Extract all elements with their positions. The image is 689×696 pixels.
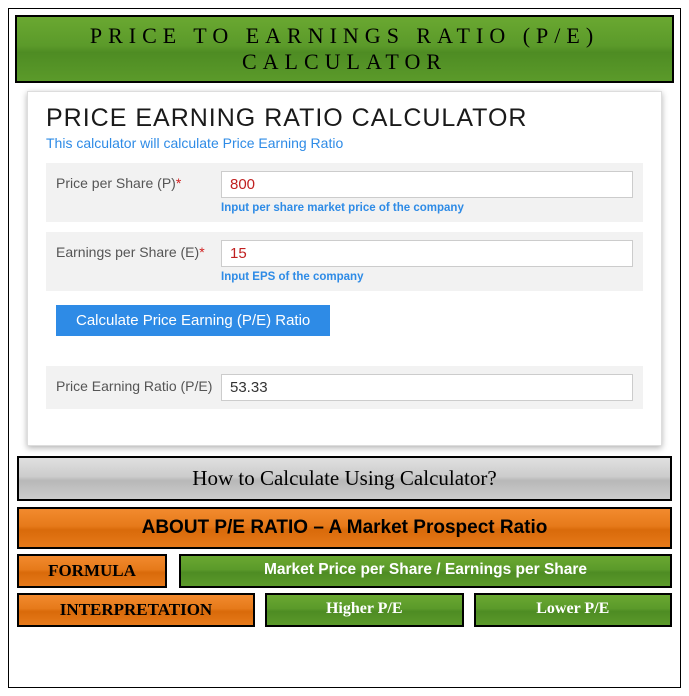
page-frame: PRICE TO EARNINGS RATIO (P/E) CALCULATOR… <box>8 8 681 688</box>
price-hint: Input per share market price of the comp… <box>221 202 633 214</box>
eps-label-text: Earnings per Share (E) <box>56 244 199 260</box>
lower-pe-label: Lower P/E <box>536 600 609 617</box>
higher-pe-box[interactable]: Higher P/E <box>265 593 464 627</box>
result-output <box>221 374 633 401</box>
howto-box[interactable]: How to Calculate Using Calculator? <box>17 456 672 501</box>
formula-value: Market Price per Share / Earnings per Sh… <box>264 561 587 578</box>
eps-hint: Input EPS of the company <box>221 271 633 283</box>
interpretation-label-box[interactable]: INTERPRETATION <box>17 593 255 627</box>
calculator-title: PRICE EARNING RATIO CALCULATOR <box>46 104 643 133</box>
calculate-button[interactable]: Calculate Price Earning (P/E) Ratio <box>56 305 330 336</box>
price-label-text: Price per Share (P) <box>56 175 176 191</box>
formula-row: FORMULA Market Price per Share / Earning… <box>17 554 672 588</box>
lower-pe-box[interactable]: Lower P/E <box>474 593 673 627</box>
interpretation-label: INTERPRETATION <box>60 600 212 619</box>
about-box[interactable]: ABOUT P/E RATIO – A Market Prospect Rati… <box>17 507 672 549</box>
result-label: Price Earning Ratio (P/E) <box>56 374 221 394</box>
price-input[interactable] <box>221 171 633 198</box>
page-title: PRICE TO EARNINGS RATIO (P/E) CALCULATOR <box>90 23 599 74</box>
formula-label-box[interactable]: FORMULA <box>17 554 167 588</box>
interpretation-row: INTERPRETATION Higher P/E Lower P/E <box>17 593 672 627</box>
formula-value-box: Market Price per Share / Earnings per Sh… <box>179 554 672 588</box>
howto-label: How to Calculate Using Calculator? <box>192 466 496 490</box>
price-label: Price per Share (P)* <box>56 171 221 191</box>
formula-label: FORMULA <box>48 561 136 580</box>
eps-input[interactable] <box>221 240 633 267</box>
price-field-row: Price per Share (P)* Input per share mar… <box>46 163 643 222</box>
calculator-subtitle: This calculator will calculate Price Ear… <box>46 135 643 151</box>
calculator-card: PRICE EARNING RATIO CALCULATOR This calc… <box>27 91 662 446</box>
eps-field-row: Earnings per Share (E)* Input EPS of the… <box>46 232 643 291</box>
result-field-row: Price Earning Ratio (P/E) <box>46 366 643 409</box>
page-title-box: PRICE TO EARNINGS RATIO (P/E) CALCULATOR <box>15 15 674 83</box>
price-required: * <box>176 175 181 191</box>
about-label: ABOUT P/E RATIO – A Market Prospect Rati… <box>142 517 548 538</box>
eps-label: Earnings per Share (E)* <box>56 240 221 260</box>
higher-pe-label: Higher P/E <box>326 600 403 617</box>
eps-required: * <box>199 244 204 260</box>
